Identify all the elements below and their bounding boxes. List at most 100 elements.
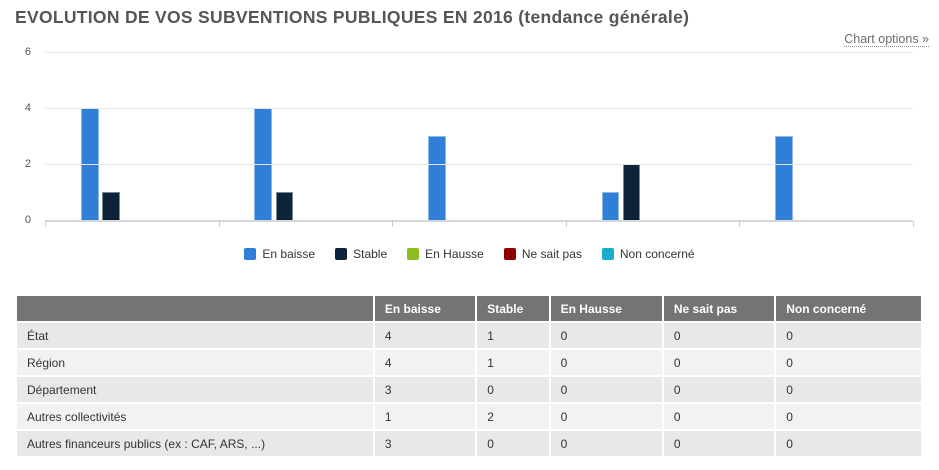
legend-label: Non concerné [619,247,695,261]
legend-item-ne-sait-pas[interactable]: Ne sait pas [503,247,582,261]
bar-group-autres-financeurs-publics-ex-caf-ars [739,52,913,220]
x-axis-tick [45,221,46,227]
table-row-autres-financeurs-publics-ex-caf-ars: Autres financeurs publics (ex : CAF, ARS… [15,429,923,458]
x-axis-ticks [45,221,914,227]
table-row-d-partement: Département 3 0 0 0 0 [15,375,923,404]
bar-slot [274,52,295,220]
bar-slot [511,52,532,220]
y-tick-label: 6 [24,46,31,58]
value-cell: 0 [548,321,664,350]
gridline [45,108,913,109]
bar-cluster [79,52,184,220]
value-cell: 0 [548,348,664,377]
bar-slot [795,52,816,220]
legend-item-en-baisse[interactable]: En baisse [244,247,315,261]
legend-swatch [503,248,516,260]
legend-label: Ne sait pas [521,247,582,261]
y-tick-label: 4 [24,102,31,114]
x-axis-tick [565,221,567,227]
value-cell: 0 [548,375,664,404]
legend: En baisse Stable En Hausse Ne sait pas Non c… [0,247,939,261]
bar-slot [490,52,511,220]
value-cell: 4 [372,348,478,377]
plot-area [45,52,913,222]
bar-group-autres-collectivit-s [566,52,740,220]
value-cell: 4 [372,321,478,350]
chart-options-link[interactable]: Chart options » [844,32,929,47]
bar-slot [426,52,447,220]
x-axis-line [45,220,913,222]
row-label-cell: État [15,321,375,350]
value-cell: 3 [372,375,478,404]
bar-slot [774,52,795,220]
table-row-r-gion: Région 4 1 0 0 0 [15,348,923,377]
gridline [45,52,913,53]
bar-cluster [600,52,705,220]
legend-item-stable[interactable]: Stable [335,247,387,261]
bar-chart: 6 4 2 0 En baisse Stable En Hausse Ne sait pas… [0,46,939,264]
bar-stable [622,164,641,220]
row-label-cell: Département [15,375,375,404]
gridline [45,164,913,165]
bar-group-tat [45,52,219,220]
bar-cluster [426,52,531,220]
value-cell: 1 [475,348,551,377]
y-tick-label: 0 [24,214,31,226]
table-header: En baisse Stable En Hausse Ne sait pas Non c… [15,294,923,323]
bar-slot [816,52,837,220]
legend-swatch [244,248,257,260]
bar-slot [100,52,121,220]
value-cell: 0 [661,402,777,431]
row-label-cell: Autres financeurs publics (ex : CAF, ARS… [15,429,375,458]
value-cell: 2 [475,402,551,431]
value-cell: 1 [372,402,478,431]
bar-cluster [774,52,879,220]
value-cell: 0 [661,375,777,404]
bar-slot [121,52,142,220]
bar-slot [684,52,705,220]
y-tick-label: 2 [24,158,31,170]
row-label-cell: Autres collectivités [15,402,375,431]
column-header-ne-sait-pas: Ne sait pas [661,294,777,323]
bar-cluster [253,52,358,220]
bar-slot [316,52,337,220]
bar-slot [621,52,642,220]
value-cell: 0 [774,375,923,404]
legend-swatch [335,248,348,260]
legend-item-non-concern[interactable]: Non concerné [601,247,695,261]
value-cell: 0 [774,429,923,458]
bar-slot [468,52,489,220]
x-axis-tick [739,221,741,227]
chart-options-row: Chart options » [0,30,939,47]
legend-swatch [601,248,614,260]
page-title: EVOLUTION DE VOS SUBVENTIONS PUBLIQUES E… [15,7,690,27]
legend-label: En Hausse [425,247,484,261]
bar-stable [275,192,294,220]
bar-en-baisse [775,136,793,220]
row-label-cell: Région [15,348,375,377]
bar-slot [663,52,684,220]
bar-slot [642,52,663,220]
value-cell: 0 [774,348,923,377]
bar-slot [295,52,316,220]
bar-slot [163,52,184,220]
value-cell: 0 [774,321,923,350]
bar-group-d-partement [392,52,566,220]
bar-stable [101,192,120,220]
x-axis-tick [913,221,914,227]
bar-slot [447,52,468,220]
value-cell: 0 [548,429,664,458]
table-row-tat: État 4 1 0 0 0 [15,321,923,350]
x-axis-tick [392,221,394,227]
bar-slot [837,52,858,220]
legend-item-en-hausse[interactable]: En Hausse [407,247,484,261]
bar-slot [337,52,358,220]
legend-label: Stable [353,247,388,261]
bar-slot [142,52,163,220]
value-cell: 0 [475,375,551,404]
value-cell: 0 [661,429,777,458]
column-header-en-baisse: En baisse [372,294,478,323]
bar-slot [253,52,274,220]
x-axis-tick [218,221,220,227]
